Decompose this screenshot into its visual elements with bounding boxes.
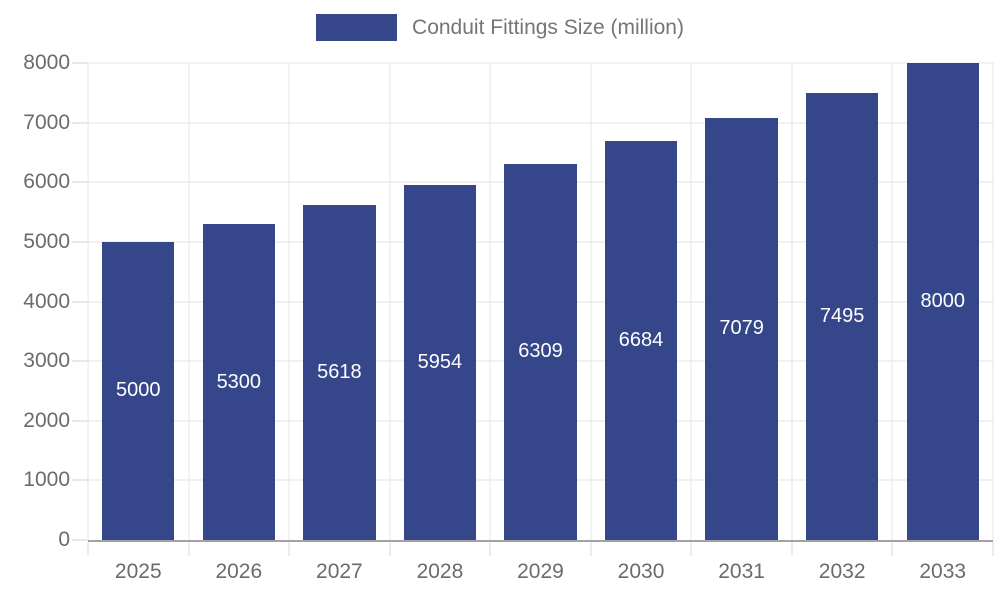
y-tick-mark: [72, 241, 88, 243]
x-gridline: [489, 63, 491, 540]
x-tick-mark: [87, 542, 89, 556]
y-tick-mark: [72, 122, 88, 124]
bar: 5000: [102, 241, 175, 540]
x-axis-label: 2033: [919, 560, 967, 583]
x-axis: 2025 2026 2027 2028 2029 2030 2031 2032 2033: [87, 542, 994, 600]
x-gridline: [389, 63, 391, 540]
y-axis: 0 1000 2000 3000 4000 5000 6000 7000 8000: [0, 51, 88, 551]
bar-value-label: 5300: [216, 370, 262, 393]
y-tick-mark: [72, 360, 88, 362]
bar-value-label: 5000: [116, 379, 161, 402]
bar: 5954: [403, 185, 477, 540]
bar: 6309: [504, 163, 577, 540]
x-tick-mark: [288, 542, 290, 556]
y-axis-label: 2000: [23, 408, 70, 432]
y-axis-label: 1000: [23, 468, 70, 492]
x-gridline: [690, 63, 692, 540]
bar-value-label: 5618: [317, 361, 362, 384]
bar: 6684: [604, 141, 678, 540]
plot-area: 5000 5300 5618 5954 6309 6684 7079 7495 8000: [87, 62, 994, 542]
bar-value-label: 6309: [518, 340, 563, 363]
bar-value-label: 7495: [819, 305, 865, 328]
x-axis-label: 2030: [617, 560, 665, 583]
legend-label: Conduit Fittings Size (million): [412, 15, 684, 39]
bar-value-label: 5954: [417, 351, 463, 373]
y-axis-label: 4000: [23, 289, 70, 313]
x-axis-label: 2031: [718, 560, 765, 583]
x-gridline: [87, 63, 89, 540]
bar: 5300: [202, 224, 276, 540]
x-axis-label: 2032: [818, 560, 866, 583]
x-tick-mark: [791, 542, 793, 556]
bar: 7495: [805, 93, 879, 540]
y-axis-label: 3000: [23, 349, 70, 373]
y-axis-label: 0: [58, 528, 70, 551]
y-tick-mark: [72, 539, 88, 541]
x-gridline: [791, 63, 793, 540]
x-axis-label: 2026: [215, 560, 263, 583]
x-tick-mark: [188, 542, 190, 556]
x-gridline: [590, 63, 592, 540]
y-axis-label: 7000: [23, 110, 70, 134]
x-axis-label: 2027: [316, 560, 363, 583]
x-tick-mark: [992, 542, 994, 556]
bar-value-label: 6684: [618, 329, 664, 352]
x-tick-mark: [389, 542, 391, 556]
bar-value-label: 7079: [719, 317, 764, 340]
y-tick-mark: [72, 479, 88, 481]
x-tick-mark: [690, 542, 692, 556]
bar: 7079: [705, 117, 778, 540]
y-axis-label: 6000: [23, 170, 70, 194]
x-tick-mark: [891, 542, 893, 556]
y-tick-mark: [72, 301, 88, 302]
legend[interactable]: Conduit Fittings Size (million): [0, 14, 1000, 41]
x-gridline: [288, 63, 290, 540]
y-tick-mark: [72, 62, 88, 64]
x-axis-label: 2029: [517, 560, 564, 583]
x-gridline: [992, 63, 994, 540]
y-gridline: [88, 122, 993, 124]
y-axis-label: 5000: [23, 229, 70, 253]
x-gridline: [891, 63, 893, 540]
x-axis-label: 2025: [114, 560, 162, 583]
x-tick-mark: [489, 542, 491, 556]
legend-swatch: [316, 14, 398, 41]
y-tick-mark: [72, 181, 88, 183]
bar: 5618: [303, 205, 376, 540]
y-gridline: [88, 62, 993, 64]
x-gridline: [188, 63, 190, 540]
bar-value-label: 8000: [920, 290, 965, 312]
bar: 8000: [906, 63, 979, 540]
x-axis-label: 2028: [416, 560, 464, 583]
x-tick-mark: [590, 542, 592, 556]
y-tick-mark: [72, 420, 88, 422]
y-axis-label: 8000: [23, 51, 70, 74]
